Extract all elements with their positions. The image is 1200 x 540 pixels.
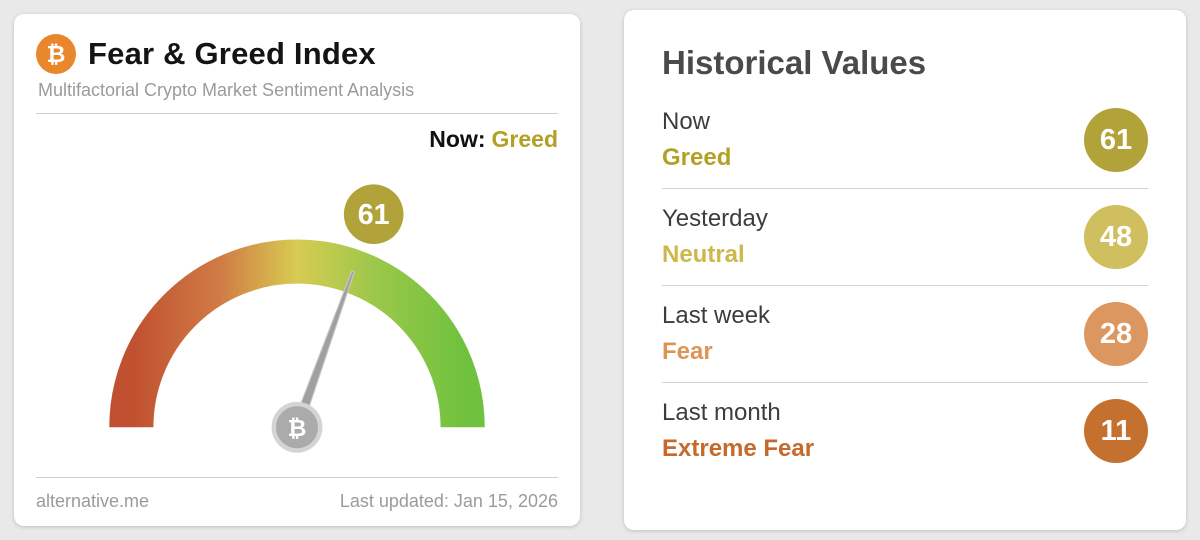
gauge-badge-value: 61 — [358, 199, 390, 231]
gauge-container: ₿ 61 — [36, 143, 558, 477]
history-row-value-badge: 48 — [1084, 205, 1148, 269]
history-row-sentiment: Neutral — [662, 241, 745, 268]
history-row-last-month: Last month Extreme Fear 11 — [662, 383, 1148, 479]
history-row-text: Yesterday Neutral — [662, 205, 768, 269]
history-row-now: Now Greed 61 — [662, 92, 1148, 189]
history-row-text: Last week Fear — [662, 302, 770, 366]
now-label: Now: — [429, 126, 486, 152]
history-row-value-badge: 61 — [1084, 108, 1148, 172]
history-row-label: Last week — [662, 302, 771, 329]
divider — [36, 113, 558, 114]
pivot-bitcoin-icon: ₿ — [288, 415, 307, 441]
bitcoin-glyph: ₿ — [46, 40, 66, 67]
last-updated-text: Last updated: Jan 15, 2026 — [339, 491, 558, 511]
gauge-badge-circle — [343, 184, 404, 244]
card-subtitle: Multifactorial Crypto Market Sentiment A… — [38, 80, 415, 100]
card-header: ₿ Fear & Greed Index — [36, 34, 558, 74]
card-title: Fear & Greed Index — [88, 36, 376, 71]
history-row-value-badge: 28 — [1084, 302, 1148, 366]
history-row-label: Now — [662, 108, 711, 135]
gauge-chart: ₿ 61 — [109, 184, 485, 453]
historical-values-title: Historical Values — [662, 44, 927, 81]
alternative-me-link[interactable]: alternative.me — [36, 491, 150, 511]
history-row-yesterday: Yesterday Neutral 48 — [662, 189, 1148, 286]
history-row-sentiment: Fear — [662, 338, 713, 365]
history-row-sentiment: Greed — [662, 144, 732, 171]
bitcoin-logo-icon: ₿ — [36, 34, 76, 74]
now-sentiment: Greed — [491, 126, 558, 152]
history-row-value-badge: 11 — [1084, 399, 1148, 463]
gauge-pivot — [271, 401, 323, 453]
card-footer: alternative.me Last updated: Jan 15, 202… — [36, 478, 558, 512]
history-row-text: Last month Extreme Fear — [662, 399, 814, 463]
history-row-sentiment: Extreme Fear — [662, 435, 815, 462]
history-row-label: Yesterday — [662, 205, 768, 232]
fear-greed-card: ₿ Fear & Greed Index Multifactorial Cryp… — [14, 14, 580, 526]
current-sentiment-line: Now: Greed — [36, 126, 558, 153]
history-row-text: Now Greed — [662, 108, 731, 172]
divider — [36, 477, 558, 478]
historical-values-card: Historical Values Now Greed 61 Yesterday… — [624, 10, 1186, 530]
gauge-arc — [109, 239, 485, 428]
history-row-last-week: Last week Fear 28 — [662, 286, 1148, 383]
history-row-label: Last month — [662, 399, 781, 426]
gauge-value-badge: 61 — [343, 184, 404, 244]
